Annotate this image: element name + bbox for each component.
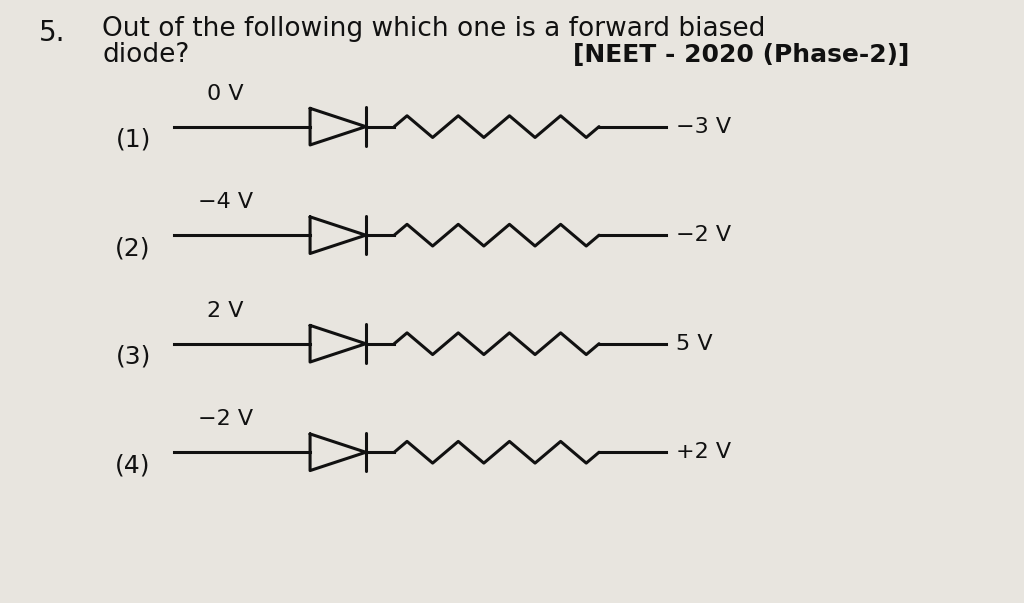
Text: −2 V: −2 V [676,225,731,245]
Text: (1): (1) [116,128,151,152]
Text: 2 V: 2 V [207,301,244,321]
Text: −2 V: −2 V [198,409,253,429]
Text: −3 V: −3 V [676,116,731,137]
Text: −4 V: −4 V [198,192,253,212]
Text: 0 V: 0 V [207,84,244,104]
Text: 5 V: 5 V [676,333,713,354]
Text: [NEET - 2020 (Phase-2)]: [NEET - 2020 (Phase-2)] [573,43,909,68]
Text: (2): (2) [116,236,151,260]
Text: +2 V: +2 V [676,442,731,463]
Text: (3): (3) [116,345,151,369]
Text: diode?: diode? [102,42,189,69]
Text: Out of the following which one is a forward biased: Out of the following which one is a forw… [102,16,766,42]
Text: (4): (4) [116,453,151,478]
Text: 5.: 5. [39,19,66,47]
